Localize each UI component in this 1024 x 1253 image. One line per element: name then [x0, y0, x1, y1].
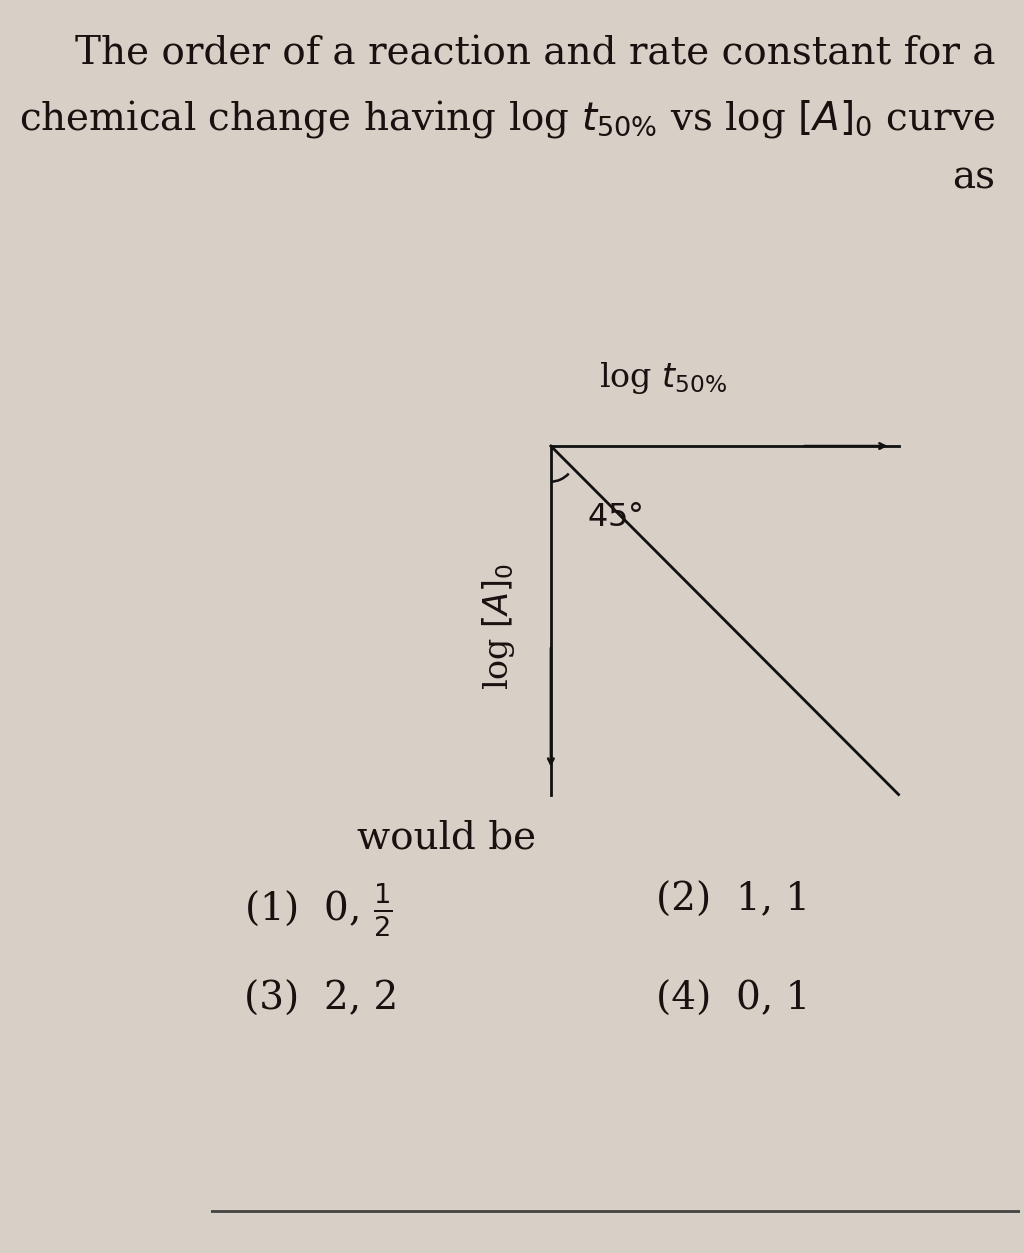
Text: (3)  2, 2: (3) 2, 2 — [244, 981, 398, 1019]
Text: log $[A]_0$: log $[A]_0$ — [480, 563, 517, 690]
Text: $45°$: $45°$ — [587, 502, 643, 533]
Text: log $t_{50\%}$: log $t_{50\%}$ — [599, 360, 728, 396]
Text: (1)  0, $\frac{1}{2}$: (1) 0, $\frac{1}{2}$ — [244, 882, 392, 938]
Text: chemical change having log $t_{50\%}$ vs log $[A]_0$ curve: chemical change having log $t_{50\%}$ vs… — [18, 98, 995, 139]
Text: would be: would be — [356, 819, 536, 856]
Text: (4)  0, 1: (4) 0, 1 — [656, 981, 810, 1019]
Text: (2)  1, 1: (2) 1, 1 — [656, 882, 810, 918]
Text: The order of a reaction and rate constant for a: The order of a reaction and rate constan… — [75, 35, 995, 73]
Text: as: as — [952, 159, 995, 197]
